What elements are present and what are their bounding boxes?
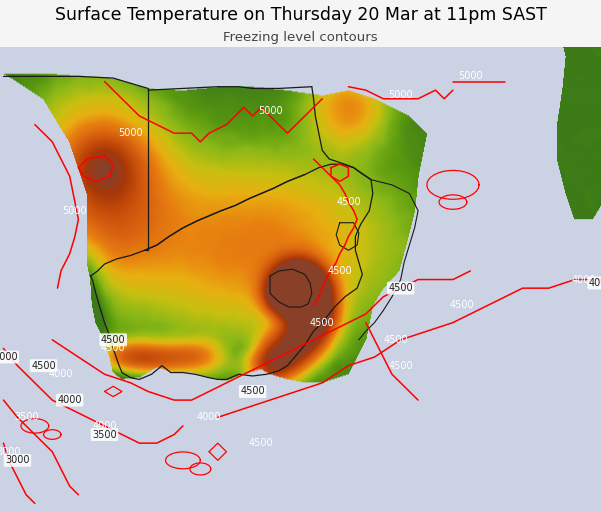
- Text: 4500: 4500: [383, 335, 407, 345]
- Text: 4500: 4500: [101, 344, 126, 353]
- Text: 4000: 4000: [572, 274, 596, 285]
- Text: 5000: 5000: [388, 90, 413, 100]
- Text: 4500: 4500: [388, 360, 413, 371]
- Text: 5000: 5000: [258, 106, 282, 116]
- Text: 4000: 4000: [49, 369, 73, 379]
- Text: 4500: 4500: [388, 283, 413, 293]
- Text: 4500: 4500: [101, 335, 126, 345]
- Text: 3000: 3000: [5, 455, 29, 465]
- Text: 4500: 4500: [450, 301, 474, 310]
- Text: 5000: 5000: [0, 352, 17, 362]
- Text: 4500: 4500: [31, 360, 56, 371]
- Text: Surface Temperature on Thursday 20 Mar at 11pm SAST: Surface Temperature on Thursday 20 Mar a…: [55, 6, 546, 24]
- Text: Freezing level contours: Freezing level contours: [223, 31, 378, 44]
- Text: 4500: 4500: [310, 317, 335, 328]
- Text: 4500: 4500: [240, 387, 265, 396]
- Text: 5000: 5000: [118, 128, 143, 138]
- Text: 3500: 3500: [92, 430, 117, 439]
- Text: 4500: 4500: [328, 266, 352, 276]
- Text: 3000: 3000: [0, 447, 21, 457]
- Text: 3500: 3500: [14, 412, 38, 422]
- Text: 4000: 4000: [58, 395, 82, 405]
- Text: 5000: 5000: [458, 71, 483, 81]
- Text: 5000: 5000: [63, 206, 87, 216]
- Text: 4500: 4500: [336, 197, 361, 207]
- Text: 4000: 4000: [93, 421, 117, 431]
- Text: 4000: 4000: [589, 278, 601, 288]
- Text: 4500: 4500: [249, 438, 273, 448]
- Text: 4000: 4000: [197, 412, 221, 422]
